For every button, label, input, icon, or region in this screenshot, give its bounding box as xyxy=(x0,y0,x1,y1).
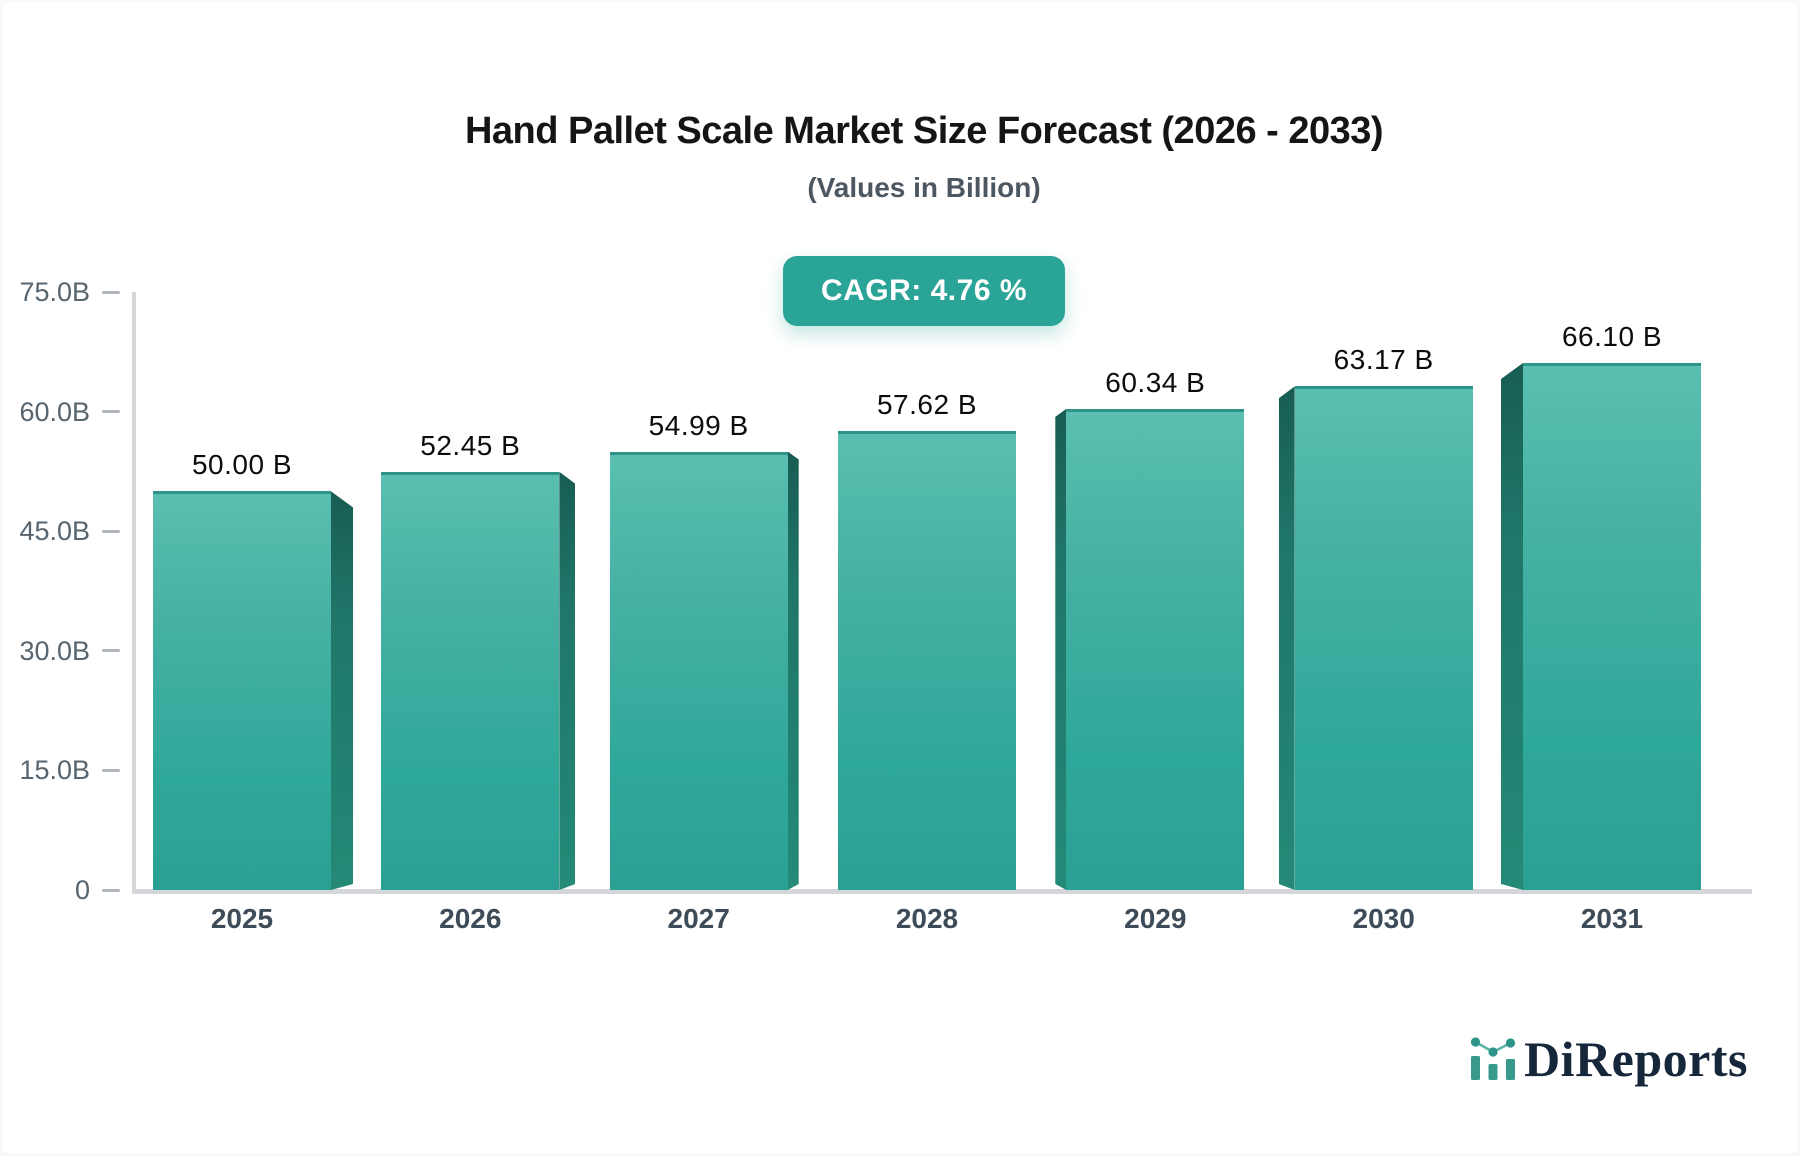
bar-group xyxy=(838,430,1016,890)
y-tick-mark xyxy=(102,410,120,414)
plot-area: 0 15.0B 30.0B 45.0B 60.0B 75.0B 50.00 B 2025 52.… xyxy=(19,277,1752,934)
y-tick-label: 60.0B xyxy=(19,396,90,427)
bar-value-label: 60.34 B xyxy=(1105,366,1206,398)
cagr-badge: CAGR: 4.76 % xyxy=(782,256,1066,326)
bar-group xyxy=(1501,362,1701,890)
bar-value-label: 54.99 B xyxy=(648,409,749,441)
bar-face xyxy=(838,430,1016,890)
x-tick-label: 2027 xyxy=(667,903,730,934)
bar-side xyxy=(331,491,353,890)
bar-group xyxy=(609,451,799,890)
bar-value-label: 63.17 B xyxy=(1333,344,1434,376)
x-tick-label: 2029 xyxy=(1124,903,1187,934)
bar-face xyxy=(381,471,560,890)
bar-face xyxy=(1066,408,1245,890)
y-tick-label: 75.0B xyxy=(19,277,90,307)
y-tick-mark xyxy=(102,529,120,533)
bar-value-label: 52.45 B xyxy=(420,429,521,461)
direports-logo: DiReports xyxy=(1469,1032,1748,1085)
y-tick-mark xyxy=(102,290,120,294)
chart-title: Hand Pallet Scale Market Size Forecast (… xyxy=(464,110,1384,152)
x-tick-label: 2026 xyxy=(439,903,502,934)
x-tick-label: 2031 xyxy=(1580,903,1644,934)
x-tick-label: 2030 xyxy=(1352,903,1415,934)
bar-side xyxy=(1501,363,1523,890)
bar-face xyxy=(1294,386,1473,890)
chart-subtitle: (Values in Billion) xyxy=(807,172,1041,203)
bar-side xyxy=(1279,386,1295,890)
y-tick-mark xyxy=(102,888,120,892)
bar-group xyxy=(1279,386,1473,890)
y-tick-mark xyxy=(102,768,120,772)
bar-group xyxy=(153,491,353,890)
bar-face xyxy=(609,451,788,890)
bar-group xyxy=(1055,408,1245,890)
bar-face xyxy=(1523,362,1701,890)
x-tick-label: 2025 xyxy=(210,903,274,934)
y-tick-label: 15.0B xyxy=(19,755,90,786)
bar-side xyxy=(788,452,799,890)
y-tick-mark xyxy=(102,649,120,653)
bar-value-label: 66.10 B xyxy=(1561,320,1663,352)
bar-face xyxy=(153,491,331,890)
bar-value-label: 57.62 B xyxy=(876,388,978,420)
bar-side xyxy=(559,472,575,890)
x-axis-line xyxy=(132,889,1752,894)
bar-value-label: 50.00 B xyxy=(191,449,293,481)
chart-header: Hand Pallet Scale Market Size Forecast (… xyxy=(24,2,1800,326)
bar-side xyxy=(1055,409,1066,890)
y-tick-label: 45.0B xyxy=(19,516,90,547)
x-tick-label: 2028 xyxy=(895,903,959,934)
bar-line-chart-icon xyxy=(1470,1037,1516,1080)
bar-group xyxy=(381,471,575,890)
logo-text: DiReports xyxy=(1524,1031,1748,1087)
y-axis-line xyxy=(132,292,136,890)
y-tick-label: 0 xyxy=(74,875,90,905)
y-tick-label: 30.0B xyxy=(19,635,90,666)
